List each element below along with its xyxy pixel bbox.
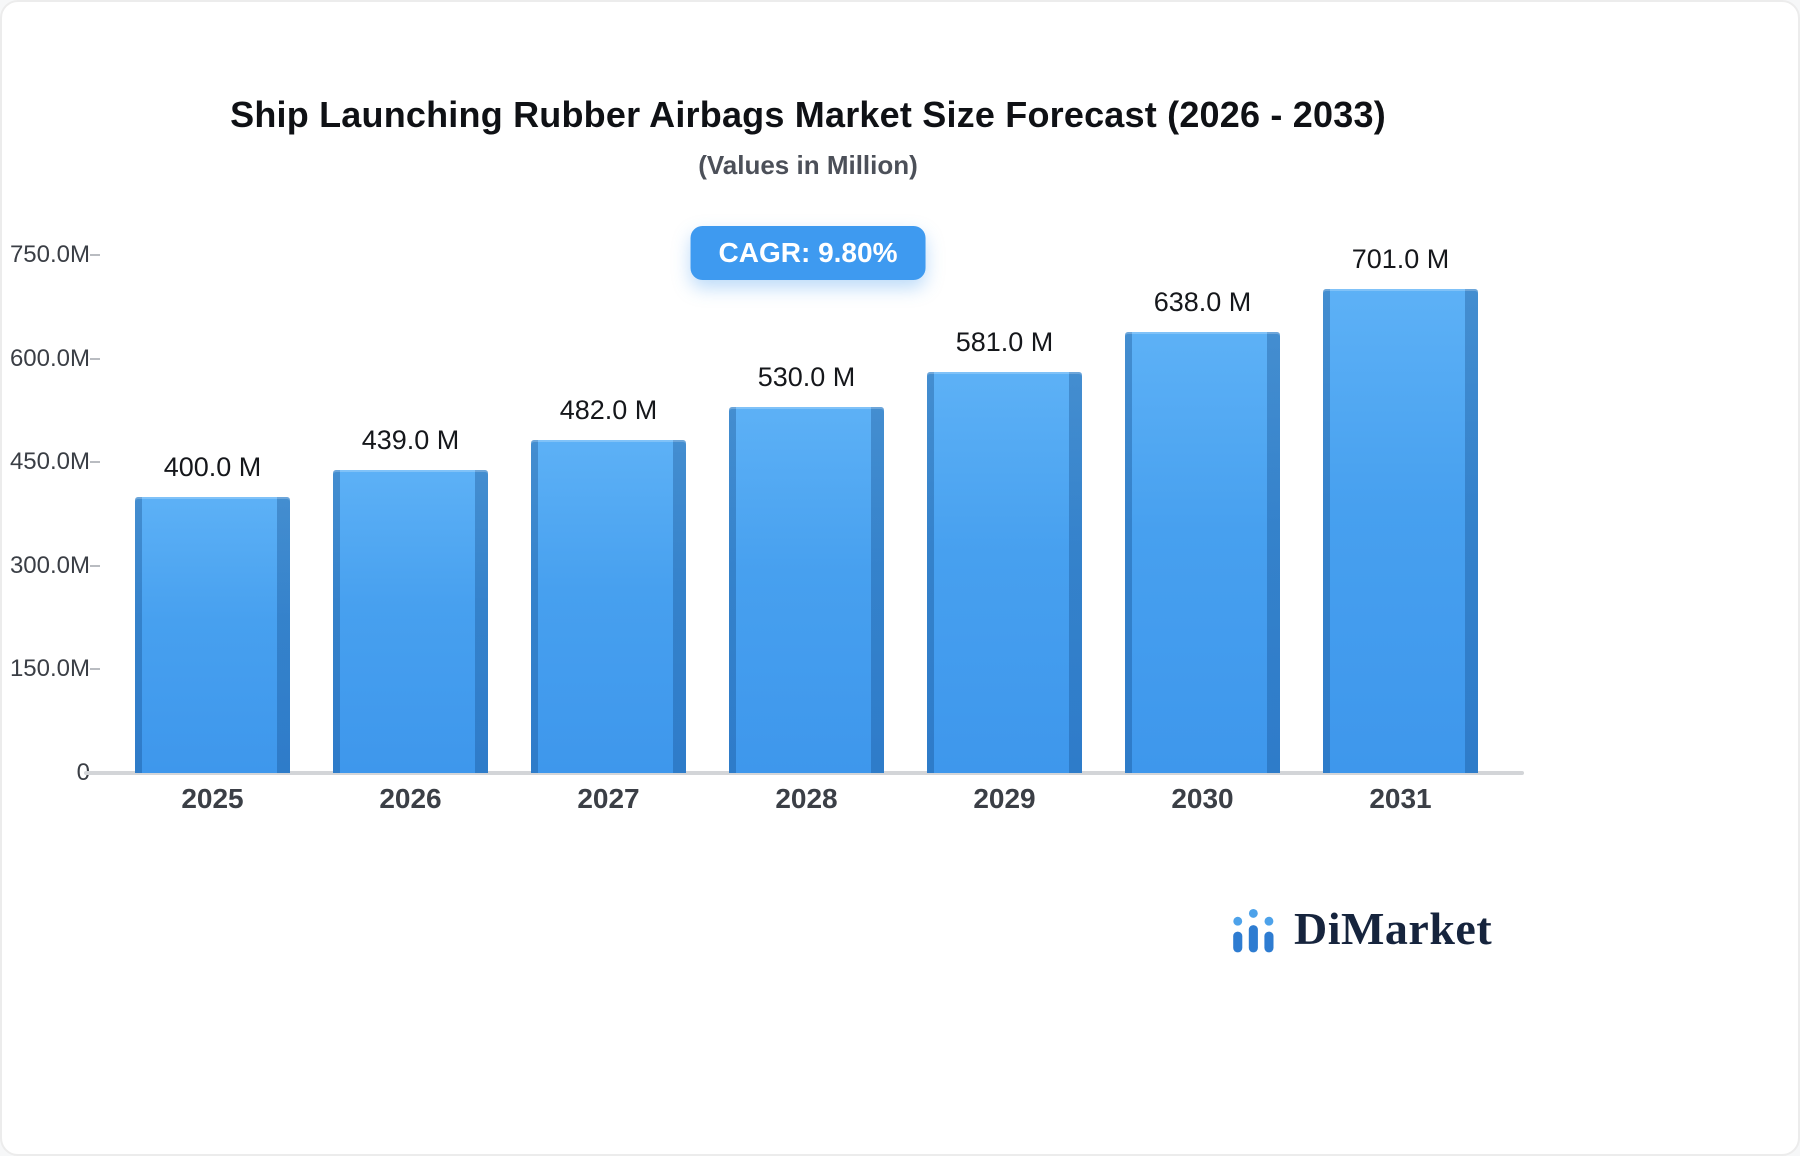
bar-2027 — [531, 440, 686, 773]
bar-value-label: 530.0 M — [757, 362, 856, 392]
x-tick-label: 2025 — [181, 783, 244, 814]
bar-2025 — [135, 497, 290, 773]
cagr-badge: CAGR: 9.80% — [690, 226, 926, 280]
y-tick-mark — [90, 564, 100, 567]
y-tick-mark — [90, 254, 100, 256]
chart-subtitle: (Values in Million) — [698, 150, 918, 180]
bar-value-label: 439.0 M — [361, 425, 460, 455]
bar-value-label: 400.0 M — [163, 452, 262, 482]
bar-value-label: 701.0 M — [1351, 244, 1450, 274]
bar-value-label: 482.0 M — [559, 395, 658, 425]
logo-text: DiMarket — [1294, 903, 1493, 954]
bar-2030 — [1125, 332, 1280, 773]
x-tick-label: 2030 — [1171, 783, 1234, 814]
bar-2028 — [729, 407, 884, 773]
y-tick-label: 600.0M — [9, 344, 90, 372]
bar-2031 — [1323, 289, 1478, 773]
y-tick-label: 150.0M — [9, 655, 90, 683]
x-tick-label: 2028 — [775, 783, 838, 814]
y-tick-mark — [90, 668, 100, 671]
y-tick-mark — [90, 461, 100, 464]
y-axis: 0 150.0M 300.0M 450.0M 600.0M 750.0M — [2, 241, 100, 786]
bar-chart-logo-icon — [1233, 908, 1274, 952]
bar-value-label: 638.0 M — [1153, 287, 1252, 317]
x-axis-line — [84, 771, 1524, 775]
x-tick-label: 2029 — [973, 783, 1036, 814]
x-tick-label: 2031 — [1369, 783, 1432, 814]
y-tick-label: 750.0M — [9, 241, 90, 268]
plot-area: 400.0 M 439.0 M 482.0 M 530.0 M 581.0 M 638.0… — [84, 244, 1524, 775]
x-tick-label: 2027 — [577, 783, 640, 814]
chart-title: Ship Launching Rubber Airbags Market Siz… — [230, 94, 1386, 135]
y-tick-label: 0 — [76, 759, 90, 786]
bar-value-label: 581.0 M — [955, 327, 1054, 357]
x-tick-label: 2026 — [379, 783, 442, 814]
bar-2029 — [927, 372, 1082, 773]
x-axis: 2025 2026 2027 2028 2029 2030 2031 — [92, 783, 1524, 823]
bar-2026 — [333, 470, 488, 773]
y-tick-label: 450.0M — [9, 448, 90, 476]
logo: DiMarket — [1228, 902, 1492, 955]
y-tick-mark — [90, 357, 100, 360]
y-tick-label: 300.0M — [9, 551, 90, 579]
